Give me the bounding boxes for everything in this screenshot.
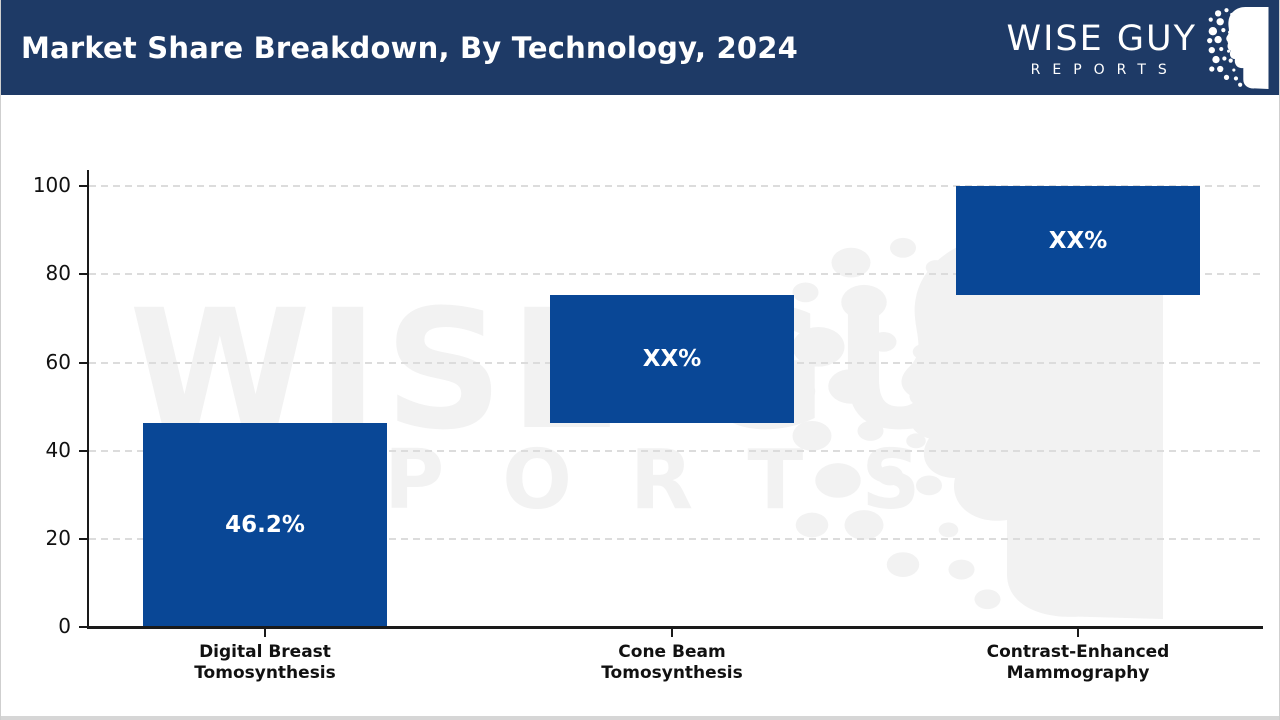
x-tick-mark bbox=[1077, 629, 1079, 637]
y-tick-label: 0 bbox=[58, 614, 71, 638]
y-tick-mark bbox=[79, 185, 88, 188]
y-tick-mark bbox=[79, 361, 88, 364]
y-tick-label: 40 bbox=[45, 437, 71, 462]
watermark-face-icon bbox=[782, 232, 1163, 620]
logo-wordmark: WISE GUY bbox=[1006, 18, 1197, 59]
header-bar: Market Share Breakdown, By Technology, 2… bbox=[1, 0, 1279, 95]
y-tick-label: 80 bbox=[45, 261, 71, 286]
chart-title: Market Share Breakdown, By Technology, 2… bbox=[21, 30, 799, 65]
y-tick-label: 100 bbox=[32, 173, 71, 198]
gridline bbox=[89, 185, 1263, 188]
bar: XX% bbox=[550, 295, 794, 424]
y-tick-mark bbox=[79, 626, 88, 628]
y-tick-mark bbox=[79, 449, 88, 452]
logo-subtext: REPORTS bbox=[1030, 61, 1179, 78]
category-label: Cone Beam Tomosynthesis bbox=[601, 642, 743, 683]
bar-value-label: XX% bbox=[642, 346, 702, 373]
y-tick-mark bbox=[79, 537, 88, 540]
y-tick-mark bbox=[79, 273, 88, 276]
wise-guy-logo: WISE GUY REPORTS bbox=[1006, 5, 1269, 91]
bar-value-label: XX% bbox=[1048, 227, 1108, 254]
gridline bbox=[89, 449, 1263, 452]
logo-text: WISE GUY REPORTS bbox=[1006, 19, 1197, 78]
x-tick-mark bbox=[671, 629, 673, 637]
category-label: Digital Breast Tomosynthesis bbox=[194, 642, 336, 683]
bar: XX% bbox=[956, 186, 1200, 296]
bottom-border bbox=[1, 716, 1279, 720]
gridline bbox=[89, 273, 1263, 276]
bar: 46.2% bbox=[143, 423, 387, 627]
y-axis-line bbox=[87, 170, 89, 629]
category-label: Contrast-Enhanced Mammography bbox=[986, 642, 1170, 683]
y-tick-label: 60 bbox=[45, 349, 71, 374]
x-tick-mark bbox=[264, 629, 266, 637]
logo-face-icon bbox=[1207, 7, 1269, 89]
x-axis-line bbox=[87, 626, 1263, 629]
bar-value-label: 46.2% bbox=[225, 512, 305, 539]
y-tick-label: 20 bbox=[45, 525, 71, 550]
gridline bbox=[89, 537, 1263, 540]
